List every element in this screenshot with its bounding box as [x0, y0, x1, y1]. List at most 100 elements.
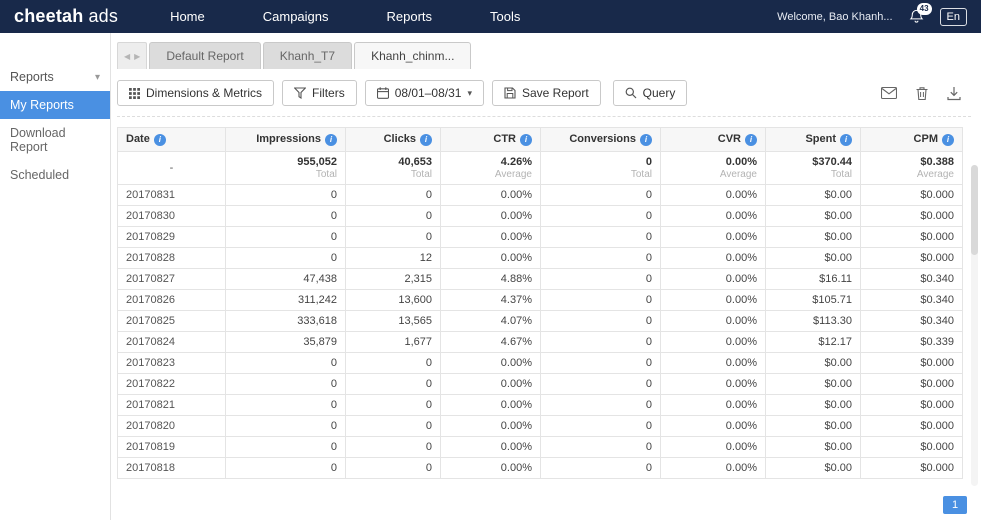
info-icon[interactable]: i	[942, 134, 954, 146]
info-icon[interactable]: i	[840, 134, 852, 146]
summary-cell: $0.388 Average	[860, 151, 963, 185]
value-cell: 0.00%	[440, 373, 541, 395]
filter-icon	[294, 87, 307, 99]
tab-default-report[interactable]: Default Report	[149, 42, 261, 69]
value-cell: $0.00	[765, 436, 861, 458]
value-cell: 0	[225, 394, 346, 416]
download-icon[interactable]	[947, 86, 961, 101]
value-cell: $0.000	[860, 205, 963, 227]
sidebar-item-scheduled[interactable]: Scheduled	[10, 168, 70, 182]
nav-item-tools[interactable]: Tools	[490, 9, 521, 24]
col-header-label: Impressions	[256, 133, 321, 145]
col-header-cpm[interactable]: CPM i	[860, 127, 963, 152]
value-cell: $0.000	[860, 247, 963, 269]
value-cell: $105.71	[765, 289, 861, 311]
value-cell: $0.000	[860, 184, 963, 206]
table-row: 20170831 0 0 0.00% 0 0.00% $0.00 $0.000	[117, 184, 963, 206]
sidebar-item-download-report[interactable]: Download Report	[10, 126, 66, 154]
sidebar-section-reports[interactable]: Reports ▾	[0, 63, 110, 91]
date-cell: 20170829	[117, 226, 226, 248]
col-header-conversions[interactable]: Conversions i	[540, 127, 661, 152]
dimensions-metrics-button[interactable]: Dimensions & Metrics	[117, 80, 275, 106]
info-icon[interactable]: i	[745, 134, 757, 146]
tab-khanh-t7[interactable]: Khanh_T7	[262, 42, 353, 69]
trash-icon[interactable]	[915, 86, 929, 101]
tab-scroll-right-icon[interactable]: ▶	[134, 51, 141, 61]
col-header-cvr[interactable]: CVR i	[660, 127, 766, 152]
value-cell: 4.67%	[440, 331, 541, 353]
page-button-1[interactable]: 1	[943, 496, 967, 514]
value-cell: $0.00	[765, 205, 861, 227]
value-cell: 0	[225, 352, 346, 374]
value-cell: $16.11	[765, 268, 861, 290]
notification-count-badge: 43	[916, 3, 932, 15]
col-header-ctr[interactable]: CTR i	[440, 127, 541, 152]
page-body: Reports ▾ My Reports Download Report Sched…	[0, 33, 981, 520]
col-header-label: CTR	[493, 133, 516, 145]
table-header-row: Date i Impressions i Clicks i CTR i Conversions i…	[117, 127, 963, 152]
date-range-button[interactable]: 08/01–08/31 ▾	[364, 80, 484, 106]
date-cell: 20170828	[117, 247, 226, 269]
email-icon[interactable]	[881, 86, 897, 100]
value-cell: $0.340	[860, 268, 963, 290]
scrollbar-thumb[interactable]	[971, 165, 978, 255]
value-cell: $113.30	[765, 310, 861, 332]
summary-value: 40,653	[398, 156, 432, 168]
date-cell: 20170825	[117, 310, 226, 332]
info-icon[interactable]: i	[325, 134, 337, 146]
col-header-spent[interactable]: Spent i	[765, 127, 861, 152]
dimensions-metrics-label: Dimensions & Metrics	[146, 86, 263, 100]
summary-sub-label: Total	[630, 169, 652, 180]
value-cell: 47,438	[225, 268, 346, 290]
tab-khanh-chinm[interactable]: Khanh_chinm...	[354, 42, 472, 69]
info-icon[interactable]: i	[640, 134, 652, 146]
sidebar: Reports ▾ My Reports Download Report Sched…	[0, 33, 111, 520]
table-row: 20170825 333,618 13,565 4.07% 0 0.00% $113.30 $…	[117, 310, 963, 332]
value-cell: 13,565	[345, 310, 441, 332]
info-icon[interactable]: i	[153, 134, 166, 146]
date-cell: 20170830	[117, 205, 226, 227]
value-cell: $0.00	[765, 352, 861, 374]
value-cell: 12	[345, 247, 441, 269]
filters-button[interactable]: Filters	[282, 80, 357, 106]
logo[interactable]: cheetah ads	[14, 6, 118, 27]
save-report-button[interactable]: Save Report	[491, 80, 601, 106]
col-header-clicks[interactable]: Clicks i	[345, 127, 441, 152]
value-cell: 0	[540, 457, 661, 479]
summary-row: -955,052 Total 40,653 Total 4.26% Average 0 Tot…	[117, 151, 963, 185]
username[interactable]: Bao Khanh...	[828, 10, 893, 23]
sidebar-section-label: Reports	[10, 70, 54, 84]
nav-item-campaigns[interactable]: Campaigns	[262, 9, 329, 24]
notifications-bell-icon[interactable]: 43	[909, 3, 932, 24]
query-button[interactable]: Query	[612, 80, 688, 106]
value-cell: 0.00%	[660, 247, 766, 269]
info-icon[interactable]: i	[520, 134, 532, 146]
value-cell: 0.00%	[440, 352, 541, 374]
value-cell: $0.000	[860, 373, 963, 395]
nav-item-home[interactable]: Home	[170, 9, 205, 24]
col-header-impressions[interactable]: Impressions i	[225, 127, 346, 152]
col-header-date[interactable]: Date i	[117, 127, 226, 152]
summary-value: 4.26%	[500, 156, 532, 168]
date-cell: 20170826	[117, 289, 226, 311]
value-cell: 0.00%	[660, 352, 766, 374]
info-icon[interactable]: i	[420, 134, 432, 146]
value-cell: 4.37%	[440, 289, 541, 311]
tab-scroll-left-icon[interactable]: ◀	[124, 51, 131, 61]
value-cell: 333,618	[225, 310, 346, 332]
value-cell: 0	[345, 184, 441, 206]
value-cell: 0	[225, 415, 346, 437]
summary-sub-label: Average	[916, 169, 954, 180]
table-scrollbar[interactable]	[971, 165, 978, 486]
sidebar-item-my-reports[interactable]: My Reports	[0, 91, 110, 119]
value-cell: $0.339	[860, 331, 963, 353]
col-header-label: Date	[126, 133, 150, 145]
date-cell: 20170824	[117, 331, 226, 353]
value-cell: 0	[540, 436, 661, 458]
filters-label: Filters	[312, 86, 345, 100]
nav-item-reports[interactable]: Reports	[386, 9, 433, 24]
language-button[interactable]: En	[939, 7, 967, 26]
value-cell: 0.00%	[660, 373, 766, 395]
value-cell: 0	[540, 394, 661, 416]
value-cell: 0.00%	[440, 184, 541, 206]
